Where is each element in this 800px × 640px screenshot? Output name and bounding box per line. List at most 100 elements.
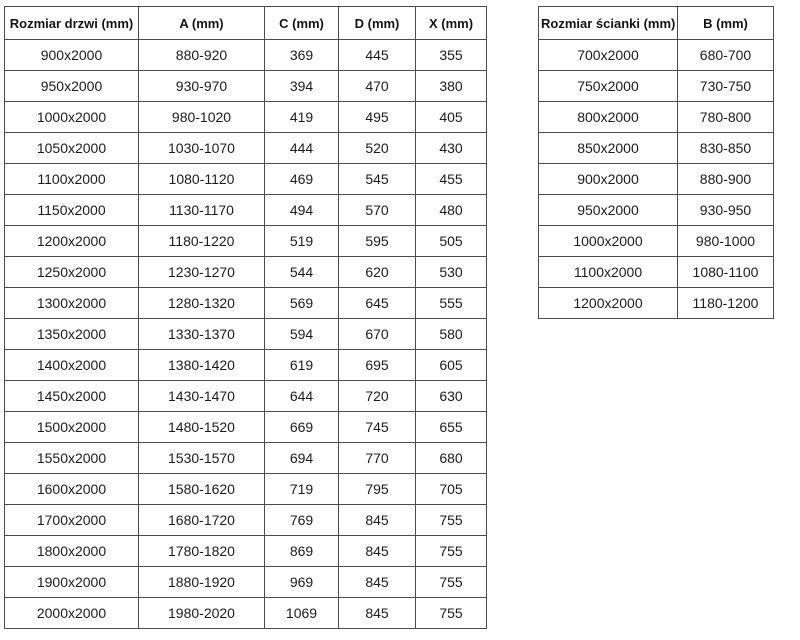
door-size-table: Rozmiar drzwi (mm) A (mm) C (mm) D (mm) X (m…: [4, 6, 487, 629]
table-cell: 755: [415, 504, 487, 536]
table-cell: 755: [415, 535, 487, 567]
table-cell: 1080-1100: [677, 256, 774, 288]
table-cell: 669: [264, 411, 339, 443]
table-row: 1700x2000 1680-1720 769 845 755: [4, 504, 487, 536]
table-cell: 1280-1320: [138, 287, 265, 319]
table-cell: 1980-2020: [138, 597, 265, 629]
table-cell: 1100x2000: [538, 256, 678, 288]
table-cell: 505: [415, 225, 487, 257]
table-cell: 695: [338, 349, 416, 381]
table-cell: 455: [415, 163, 487, 195]
table-cell: 694: [264, 442, 339, 474]
table-cell: 769: [264, 504, 339, 536]
table-row: 1350x2000 1330-1370 594 670 580: [4, 318, 487, 350]
table-cell: 770: [338, 442, 416, 474]
table-cell: 1550x2000: [4, 442, 139, 474]
table-cell: 900x2000: [4, 39, 139, 71]
table-cell: 1880-1920: [138, 566, 265, 598]
table-cell: 745: [338, 411, 416, 443]
table-row: 1100x2000 1080-1100: [538, 256, 774, 288]
table-row: 1800x2000 1780-1820 869 845 755: [4, 535, 487, 567]
table-cell: 1000x2000: [538, 225, 678, 257]
table-cell: 1200x2000: [538, 287, 678, 319]
table-row: 850x2000 830-850: [538, 132, 774, 164]
table-cell: 845: [338, 566, 416, 598]
table-cell: 645: [338, 287, 416, 319]
table-cell: 444: [264, 132, 339, 164]
table-cell: 495: [338, 101, 416, 133]
table-cell: 545: [338, 163, 416, 195]
table-cell: 644: [264, 380, 339, 412]
table-cell: 1080-1120: [138, 163, 265, 195]
table-cell: 1050x2000: [4, 132, 139, 164]
table-cell: 1000x2000: [4, 101, 139, 133]
table-cell: 469: [264, 163, 339, 195]
table-cell: 680: [415, 442, 487, 474]
table-cell: 795: [338, 473, 416, 505]
table-cell: 1100x2000: [4, 163, 139, 195]
table-cell: 930-970: [138, 70, 265, 102]
table-cell: 1330-1370: [138, 318, 265, 350]
table-cell: 730-750: [677, 70, 774, 102]
table-cell: 1180-1200: [677, 287, 774, 319]
table-cell: 720: [338, 380, 416, 412]
table-cell: 1130-1170: [138, 194, 265, 226]
column-header: B (mm): [677, 6, 774, 40]
column-header: Rozmiar drzwi (mm): [4, 6, 139, 40]
table-cell: 830-850: [677, 132, 774, 164]
table-cell: 655: [415, 411, 487, 443]
table-cell: 405: [415, 101, 487, 133]
table-cell: 570: [338, 194, 416, 226]
table-cell: 845: [338, 535, 416, 567]
table-row: 1900x2000 1880-1920 969 845 755: [4, 566, 487, 598]
table-row: 1050x2000 1030-1070 444 520 430: [4, 132, 487, 164]
column-header: A (mm): [138, 6, 265, 40]
header-row: Rozmiar drzwi (mm) A (mm) C (mm) D (mm) X (m…: [4, 6, 487, 40]
table-cell: 369: [264, 39, 339, 71]
table-row: 800x2000 780-800: [538, 101, 774, 133]
table-cell: 470: [338, 70, 416, 102]
table-cell: 755: [415, 597, 487, 629]
table-cell: 394: [264, 70, 339, 102]
table-cell: 1300x2000: [4, 287, 139, 319]
table-row: 1300x2000 1280-1320 569 645 555: [4, 287, 487, 319]
table-cell: 850x2000: [538, 132, 678, 164]
table-cell: 1580-1620: [138, 473, 265, 505]
table-cell: 969: [264, 566, 339, 598]
table-cell: 845: [338, 504, 416, 536]
table-row: 1000x2000 980-1020 419 495 405: [4, 101, 487, 133]
table-cell: 1450x2000: [4, 380, 139, 412]
table-row: 1200x2000 1180-1220 519 595 505: [4, 225, 487, 257]
table-cell: 519: [264, 225, 339, 257]
table-cell: 630: [415, 380, 487, 412]
table-cell: 355: [415, 39, 487, 71]
table-cell: 2000x2000: [4, 597, 139, 629]
table-cell: 1530-1570: [138, 442, 265, 474]
column-header: C (mm): [264, 6, 339, 40]
table-cell: 755: [415, 566, 487, 598]
table-cell: 595: [338, 225, 416, 257]
table-cell: 1069: [264, 597, 339, 629]
table-cell: 980-1020: [138, 101, 265, 133]
table-row: 1150x2000 1130-1170 494 570 480: [4, 194, 487, 226]
table-cell: 869: [264, 535, 339, 567]
table-cell: 1250x2000: [4, 256, 139, 288]
table-cell: 580: [415, 318, 487, 350]
column-header: X (mm): [415, 6, 487, 40]
table-row: 700x2000 680-700: [538, 39, 774, 71]
table-cell: 800x2000: [538, 101, 678, 133]
table-cell: 1150x2000: [4, 194, 139, 226]
table-row: 1100x2000 1080-1120 469 545 455: [4, 163, 487, 195]
table-cell: 700x2000: [538, 39, 678, 71]
table-cell: 1800x2000: [4, 535, 139, 567]
table-row: 1550x2000 1530-1570 694 770 680: [4, 442, 487, 474]
table-cell: 594: [264, 318, 339, 350]
table-row: 1450x2000 1430-1470 644 720 630: [4, 380, 487, 412]
table-cell: 569: [264, 287, 339, 319]
table-cell: 719: [264, 473, 339, 505]
table-cell: 1680-1720: [138, 504, 265, 536]
table-row: 750x2000 730-750: [538, 70, 774, 102]
table-row: 1250x2000 1230-1270 544 620 530: [4, 256, 487, 288]
table-cell: 480: [415, 194, 487, 226]
table-row: 1500x2000 1480-1520 669 745 655: [4, 411, 487, 443]
